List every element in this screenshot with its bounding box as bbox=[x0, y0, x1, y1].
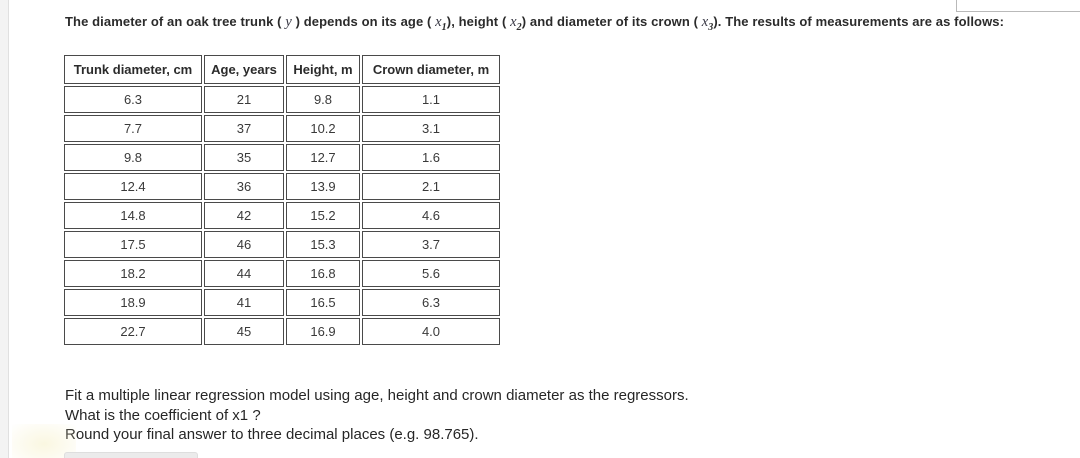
cell-crown: 5.6 bbox=[362, 260, 500, 287]
cell-height: 10.2 bbox=[286, 115, 360, 142]
math-var-y: y bbox=[285, 14, 292, 30]
table-row: 9.8 35 12.7 1.6 bbox=[64, 144, 500, 171]
table-row: 22.7 45 16.9 4.0 bbox=[64, 318, 500, 345]
cell-trunk: 18.9 bbox=[64, 289, 202, 316]
table-row: 12.4 36 13.9 2.1 bbox=[64, 173, 500, 200]
cell-age: 21 bbox=[204, 86, 284, 113]
cell-crown: 4.6 bbox=[362, 202, 500, 229]
table-row: 14.8 42 15.2 4.6 bbox=[64, 202, 500, 229]
math-var-x3: x bbox=[701, 14, 709, 30]
cell-age: 44 bbox=[204, 260, 284, 287]
question-ask: What is the coefficient of x1 ? bbox=[65, 406, 261, 424]
intro-text-4: ) and diameter of its crown ( bbox=[521, 14, 702, 29]
cell-height: 15.2 bbox=[286, 202, 360, 229]
header-age: Age, years bbox=[204, 55, 284, 84]
cell-age: 42 bbox=[204, 202, 284, 229]
question-rounding-note: Round your final answer to three decimal… bbox=[65, 426, 479, 443]
cell-height: 16.8 bbox=[286, 260, 360, 287]
question-block: Fit a multiple linear regression model u… bbox=[65, 386, 965, 445]
cell-height: 12.7 bbox=[286, 144, 360, 171]
intro-text-3: ), height ( bbox=[446, 14, 511, 29]
intro-text-2: ) depends on its age ( bbox=[291, 14, 436, 29]
measurements-table: Trunk diameter, cm Age, years Height, m … bbox=[62, 53, 502, 347]
cell-age: 36 bbox=[204, 173, 284, 200]
question-task: Fit a multiple linear regression model u… bbox=[65, 387, 689, 404]
cell-trunk: 6.3 bbox=[64, 86, 202, 113]
cell-age: 46 bbox=[204, 231, 284, 258]
cell-crown: 1.1 bbox=[362, 86, 500, 113]
cell-crown: 1.6 bbox=[362, 144, 500, 171]
math-sub-1: 1 bbox=[441, 22, 447, 33]
header-crown-diameter: Crown diameter, m bbox=[362, 55, 500, 84]
table-row: 18.2 44 16.8 5.6 bbox=[64, 260, 500, 287]
table-row: 6.3 21 9.8 1.1 bbox=[64, 86, 500, 113]
cell-age: 35 bbox=[204, 144, 284, 171]
table-row: 17.5 46 15.3 3.7 bbox=[64, 231, 500, 258]
header-height: Height, m bbox=[286, 55, 360, 84]
problem-statement: The diameter of an oak tree trunk ( y ) … bbox=[65, 14, 1065, 33]
cell-crown: 4.0 bbox=[362, 318, 500, 345]
cell-age: 45 bbox=[204, 318, 284, 345]
header-trunk-diameter: Trunk diameter, cm bbox=[64, 55, 202, 84]
cell-height: 15.3 bbox=[286, 231, 360, 258]
top-right-partial-element bbox=[956, 0, 1080, 12]
cell-age: 37 bbox=[204, 115, 284, 142]
cell-crown: 6.3 bbox=[362, 289, 500, 316]
table-row: 7.7 37 10.2 3.1 bbox=[64, 115, 500, 142]
cell-trunk: 14.8 bbox=[64, 202, 202, 229]
cell-trunk: 22.7 bbox=[64, 318, 202, 345]
cell-crown: 2.1 bbox=[362, 173, 500, 200]
math-var-x2: x bbox=[510, 14, 517, 30]
cell-crown: 3.7 bbox=[362, 231, 500, 258]
cell-age: 41 bbox=[204, 289, 284, 316]
math-sub-3: 3 bbox=[708, 22, 714, 33]
cell-trunk: 17.5 bbox=[64, 231, 202, 258]
cell-trunk: 18.2 bbox=[64, 260, 202, 287]
intro-text-1: The diameter of an oak tree trunk ( bbox=[65, 14, 286, 29]
bottom-partial-element[interactable] bbox=[64, 452, 198, 458]
cell-height: 13.9 bbox=[286, 173, 360, 200]
cell-height: 9.8 bbox=[286, 86, 360, 113]
cell-height: 16.5 bbox=[286, 289, 360, 316]
cell-trunk: 7.7 bbox=[64, 115, 202, 142]
table-header-row: Trunk diameter, cm Age, years Height, m … bbox=[64, 55, 500, 84]
intro-text-5: ). The results of measurements are as fo… bbox=[713, 14, 1005, 29]
left-gutter bbox=[0, 0, 9, 458]
math-sub-2: 2 bbox=[516, 22, 522, 33]
math-var-x1: x bbox=[435, 14, 442, 30]
cell-trunk: 9.8 bbox=[64, 144, 202, 171]
cell-trunk: 12.4 bbox=[64, 173, 202, 200]
cell-height: 16.9 bbox=[286, 318, 360, 345]
cell-crown: 3.1 bbox=[362, 115, 500, 142]
table-row: 18.9 41 16.5 6.3 bbox=[64, 289, 500, 316]
